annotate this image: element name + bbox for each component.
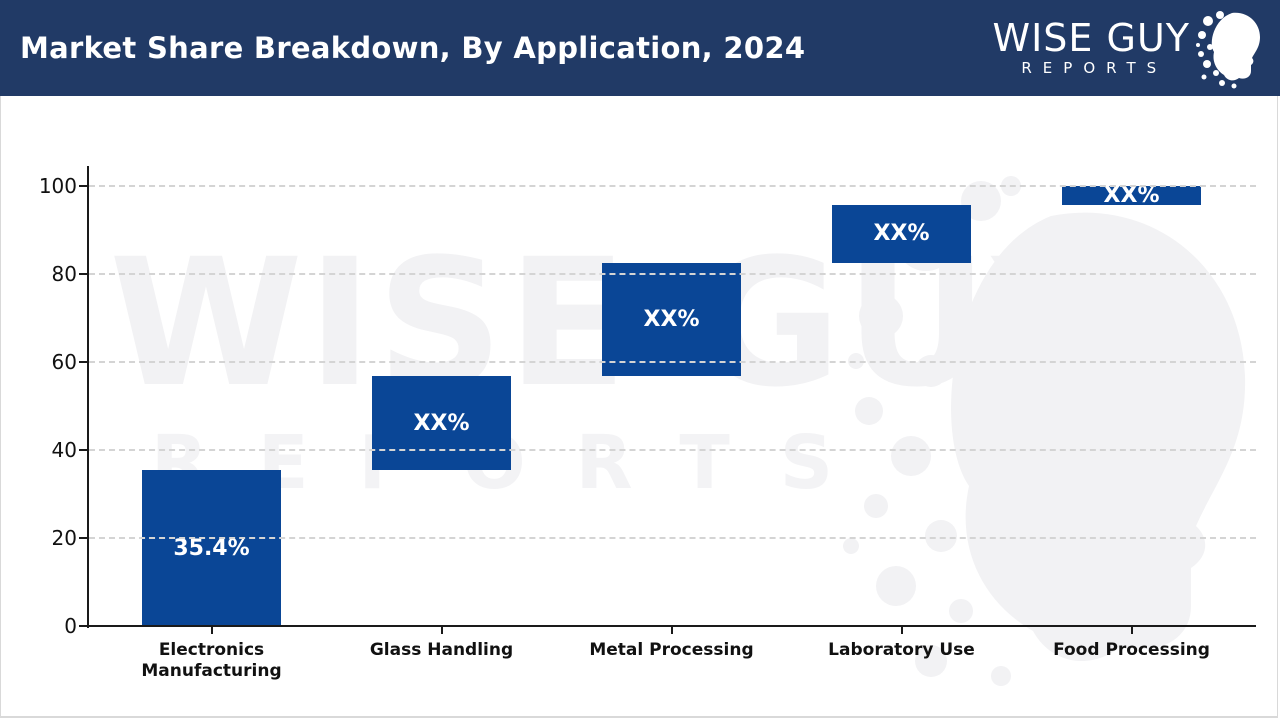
y-tick-label: 80 [51, 262, 77, 286]
header-bar: Market Share Breakdown, By Application, … [0, 0, 1280, 96]
bar-segment: XX% [372, 376, 511, 471]
x-tick-mark [670, 627, 673, 634]
bar-value-label: XX% [413, 410, 470, 436]
y-tick-mark [79, 625, 87, 627]
x-tick-mark [1130, 627, 1133, 634]
bar-value-label: XX% [1103, 183, 1160, 209]
wise-guy-reports-logo: WISE GUY REPORTS [993, 0, 1266, 96]
x-tick-mark [210, 627, 213, 634]
y-tick-mark [79, 449, 87, 451]
bar-segment: 35.4% [142, 470, 281, 626]
y-gridline [89, 361, 1256, 363]
logo-text: WISE GUY REPORTS [993, 19, 1190, 77]
plot-area: 0 20 40 60 80 100 35.4% XX% XX% XX% XX% Electronics… [1, 96, 1277, 716]
y-gridline [89, 185, 1256, 187]
page-title: Market Share Breakdown, By Application, … [20, 31, 806, 65]
y-tick-mark [79, 537, 87, 539]
y-axis-line [87, 166, 89, 628]
bar-segment: XX% [1062, 183, 1201, 209]
x-axis-line [87, 625, 1256, 627]
y-tick-label: 0 [64, 614, 77, 638]
bar-value-label: 35.4% [173, 535, 250, 561]
y-tick-label: 60 [51, 350, 77, 374]
head-profile-icon [1196, 11, 1260, 89]
y-gridline [89, 273, 1256, 275]
x-tick-mark [900, 627, 903, 634]
logo-wordmark: WISE GUY [992, 16, 1190, 60]
x-category-label: Electronics Manufacturing [141, 640, 282, 681]
x-category-label: Metal Processing [589, 640, 754, 660]
y-tick-mark [79, 185, 87, 187]
x-category-label: Food Processing [1053, 640, 1210, 660]
y-tick-label: 40 [51, 438, 77, 462]
y-tick-mark [79, 273, 87, 275]
y-tick-label: 100 [38, 174, 77, 198]
logo-subtitle: REPORTS [1021, 59, 1168, 77]
x-tick-mark [440, 627, 443, 634]
bar-value-label: XX% [873, 221, 930, 247]
y-gridline [89, 537, 1256, 539]
chart-area: WISE GUY REPORTS [0, 96, 1278, 718]
x-category-label: Laboratory Use [828, 640, 975, 660]
bar-segment: XX% [602, 262, 741, 377]
x-category-label: Glass Handling [369, 640, 514, 660]
y-tick-mark [79, 361, 87, 363]
bar-segment: XX% [832, 205, 971, 263]
y-tick-label: 20 [51, 526, 77, 550]
y-gridline [89, 449, 1256, 451]
bar-value-label: XX% [643, 306, 700, 332]
